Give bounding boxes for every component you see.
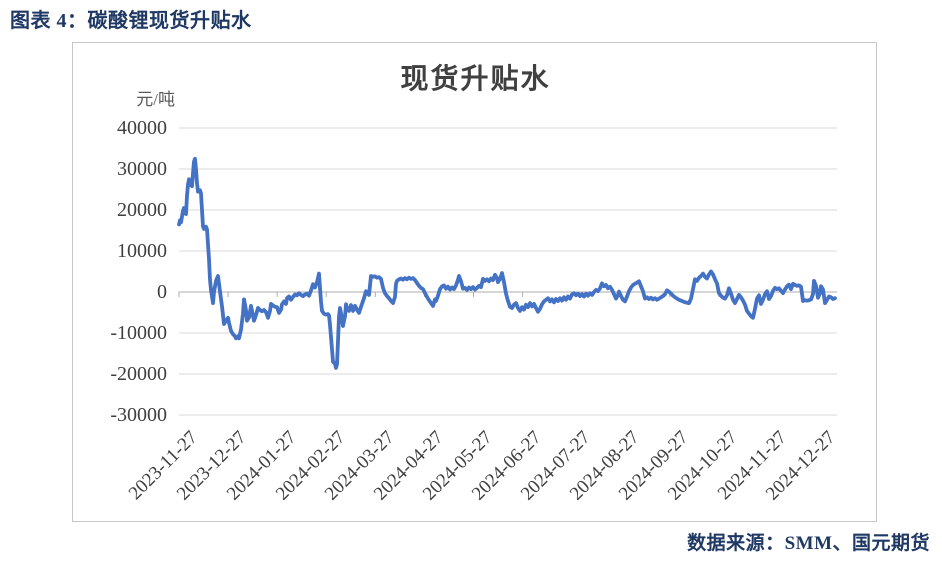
y-axis-tick-label: -10000 <box>110 322 167 344</box>
y-axis-unit-label: 元/吨 <box>136 90 175 109</box>
y-axis-tick-label: 40000 <box>117 117 167 139</box>
y-axis-tick-label: 20000 <box>117 199 167 221</box>
y-axis-tick-label: 30000 <box>117 158 167 180</box>
data-source-label: 数据来源：SMM、国元期货 <box>687 533 930 554</box>
y-axis-tick-label: -20000 <box>110 363 167 385</box>
chart-figure: 现货升贴水 元/吨 40000 30000 20000 10000 0 -10000 -20… <box>72 42 877 522</box>
series-line <box>177 156 837 370</box>
y-axis-tick-label: 10000 <box>117 240 167 262</box>
page-title: 图表 4：碳酸锂现货升贴水 <box>10 10 252 32</box>
y-axis-tick-label: 0 <box>157 281 167 303</box>
y-axis-tick-label: -30000 <box>110 404 167 426</box>
chart-title: 现货升贴水 <box>400 64 551 95</box>
plot-area <box>177 127 837 416</box>
